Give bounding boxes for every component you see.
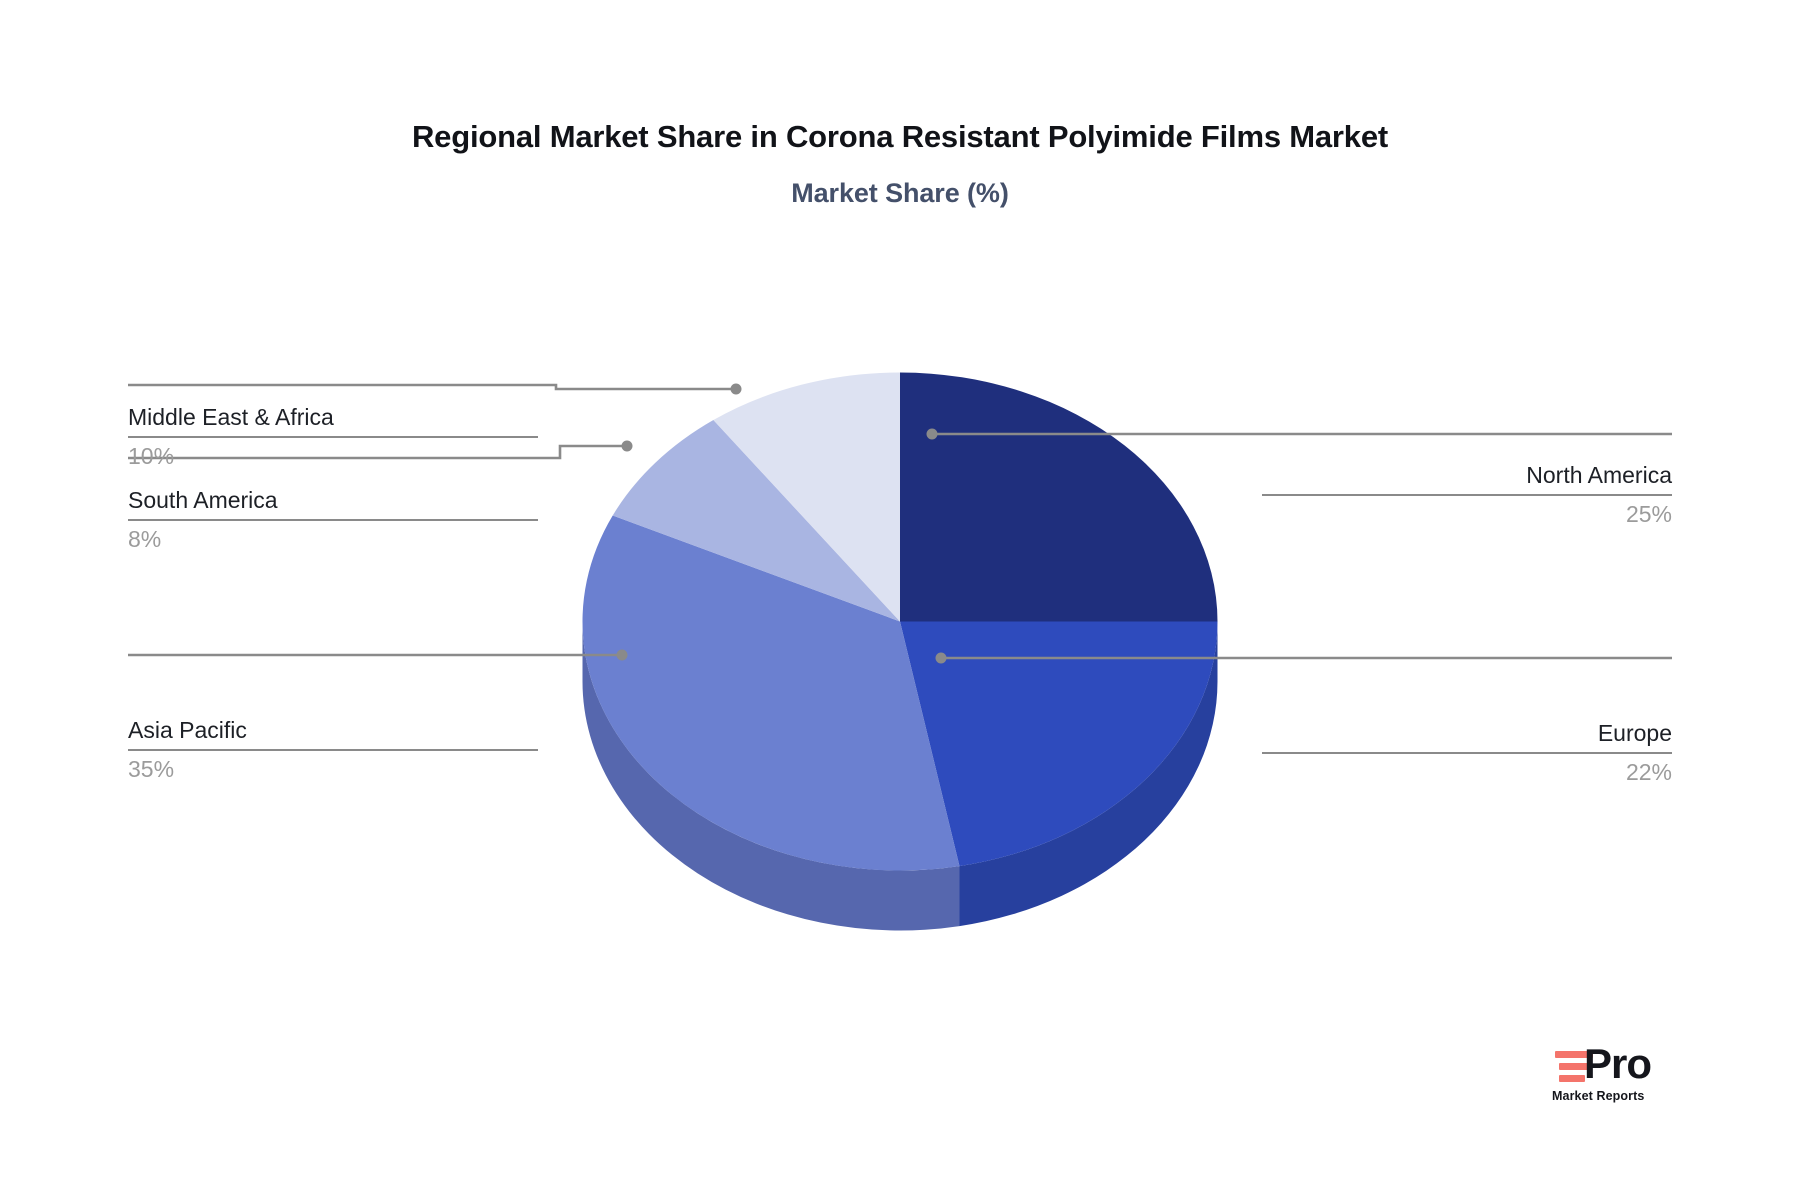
leader-line-south-america — [128, 444, 627, 460]
pie-slice-south-america[interactable] — [612, 420, 900, 622]
logo-tagline: Market Reports — [1552, 1089, 1645, 1103]
pie-slice-middle-east-africa[interactable] — [713, 372, 900, 622]
callout-value-south-america: 8% — [128, 526, 162, 553]
callout-south-america[interactable]: South America 8% — [128, 487, 538, 553]
callout-value-north-america: 25% — [1625, 501, 1672, 528]
pie-slice-north-america[interactable] — [900, 372, 1218, 622]
leader-dot-middle-east-africa — [730, 383, 742, 395]
leader-dots — [616, 383, 947, 664]
pie-slice-asia-pacific[interactable] — [582, 515, 960, 871]
callout-value-europe: 22% — [1625, 759, 1672, 786]
pie-3d-depth — [582, 621, 1218, 931]
callout-label-south-america: South America — [128, 487, 278, 513]
callout-north-america[interactable]: North America 25% — [1262, 462, 1672, 528]
pie-top-face — [582, 372, 1218, 871]
leader-dot-europe — [935, 652, 947, 664]
chart-title: Regional Market Share in Corona Resistan… — [411, 119, 1389, 154]
pro-market-reports-logo: Pro Market Reports — [1551, 1043, 1673, 1105]
logo-speed-bars-icon — [1551, 1051, 1593, 1091]
chart-subtitle: Market Share (%) — [791, 178, 1009, 209]
callout-rule-north-america — [1262, 494, 1672, 497]
logo-wordmark: Pro — [1584, 1040, 1652, 1087]
leader-line-middle-east-africa — [128, 383, 736, 391]
callout-label-asia-pacific: Asia Pacific — [128, 717, 247, 743]
callout-label-middle-east-africa: Middle East & Africa — [128, 404, 334, 430]
pie-side-asia-pacific — [582, 621, 960, 931]
callout-value-asia-pacific: 35% — [128, 756, 175, 783]
pie-side-europe — [959, 621, 1218, 927]
leader-lines — [128, 383, 1672, 660]
leader-dot-south-america — [621, 440, 633, 452]
callout-middle-east-africa[interactable]: Middle East & Africa 10% — [128, 404, 538, 470]
callout-rule-asia-pacific — [128, 749, 538, 752]
leader-dot-asia-pacific — [616, 649, 628, 661]
leader-dot-north-america — [926, 428, 938, 440]
callout-asia-pacific[interactable]: Asia Pacific 35% — [128, 717, 538, 783]
callout-label-north-america: North America — [1526, 462, 1672, 488]
callout-rule-middle-east-africa — [128, 436, 538, 439]
callout-value-middle-east-africa: 10% — [128, 443, 175, 470]
callout-label-europe: Europe — [1597, 720, 1672, 746]
callout-rule-south-america — [128, 519, 538, 522]
callout-rule-europe — [1262, 752, 1672, 755]
pie-slice-europe[interactable] — [900, 621, 1218, 867]
callout-europe[interactable]: Europe 22% — [1262, 720, 1672, 786]
chart-header: Regional Market Share in Corona Resistan… — [0, 118, 1800, 209]
